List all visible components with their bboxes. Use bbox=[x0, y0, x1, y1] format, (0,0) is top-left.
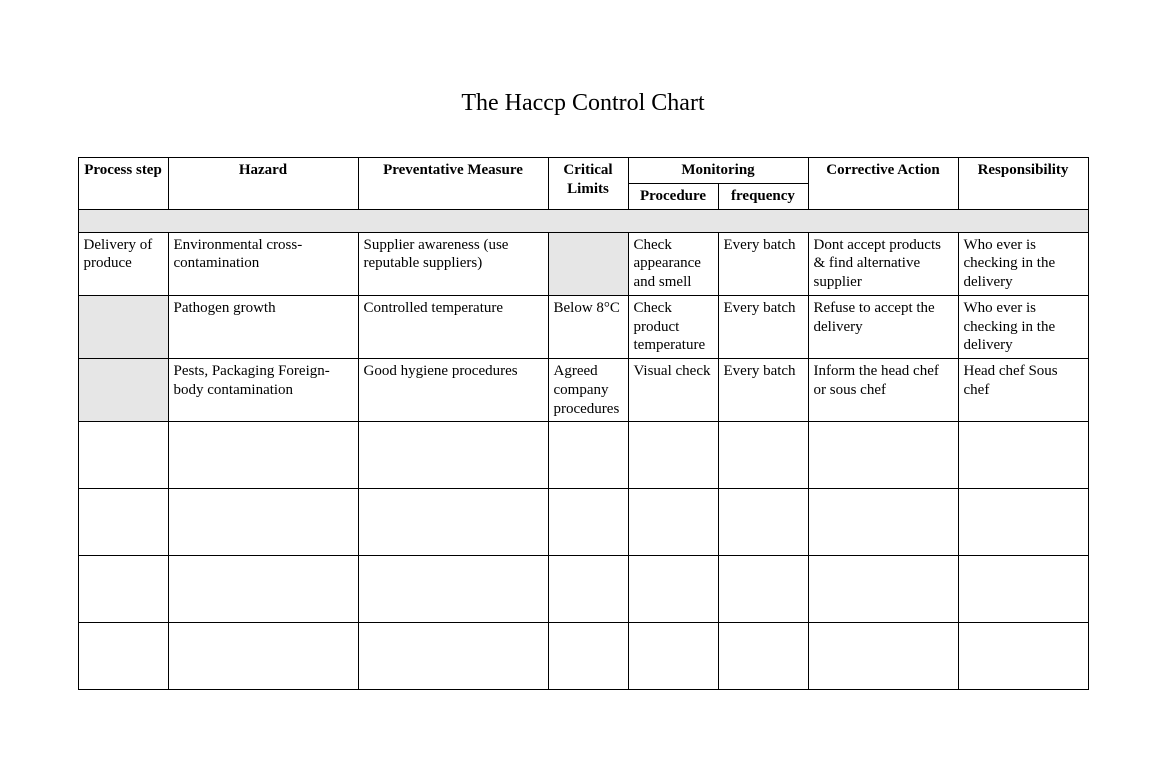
cell-responsibility: Head chef Sous chef bbox=[958, 359, 1088, 422]
table-row-empty bbox=[78, 489, 1088, 556]
cell-empty bbox=[358, 422, 548, 489]
col-procedure: Procedure bbox=[628, 183, 718, 209]
cell-corrective: Dont accept products & find alternative … bbox=[808, 232, 958, 295]
table-row: Pathogen growthControlled temperatureBel… bbox=[78, 295, 1088, 358]
cell-corrective: Inform the head chef or sous chef bbox=[808, 359, 958, 422]
cell-preventative: Supplier awareness (use reputable suppli… bbox=[358, 232, 548, 295]
cell-critical: Below 8°C bbox=[548, 295, 628, 358]
table-row-empty bbox=[78, 556, 1088, 623]
col-preventative: Preventative Measure bbox=[358, 158, 548, 210]
cell-empty bbox=[628, 489, 718, 556]
cell-responsibility: Who ever is checking in the delivery bbox=[958, 295, 1088, 358]
cell-process_step bbox=[78, 359, 168, 422]
cell-corrective: Refuse to accept the delivery bbox=[808, 295, 958, 358]
cell-procedure: Check appearance and smell bbox=[628, 232, 718, 295]
cell-empty bbox=[168, 489, 358, 556]
cell-preventative: Controlled temperature bbox=[358, 295, 548, 358]
cell-critical bbox=[548, 232, 628, 295]
cell-empty bbox=[548, 556, 628, 623]
cell-empty bbox=[808, 556, 958, 623]
cell-empty bbox=[718, 623, 808, 690]
cell-empty bbox=[808, 422, 958, 489]
haccp-table: Process step Hazard Preventative Measure… bbox=[78, 157, 1089, 690]
cell-procedure: Check product temperature bbox=[628, 295, 718, 358]
table-row: Delivery of produceEnvironmental cross-c… bbox=[78, 232, 1088, 295]
cell-process_step: Delivery of produce bbox=[78, 232, 168, 295]
col-hazard: Hazard bbox=[168, 158, 358, 210]
cell-empty bbox=[358, 623, 548, 690]
cell-empty bbox=[78, 556, 168, 623]
cell-hazard: Pests, Packaging Foreign-body contaminat… bbox=[168, 359, 358, 422]
cell-empty bbox=[358, 556, 548, 623]
cell-hazard: Environmental cross-contamination bbox=[168, 232, 358, 295]
cell-empty bbox=[168, 623, 358, 690]
cell-empty bbox=[958, 489, 1088, 556]
cell-empty bbox=[548, 422, 628, 489]
cell-frequency: Every batch bbox=[718, 359, 808, 422]
col-critical: Critical Limits bbox=[548, 158, 628, 210]
cell-empty bbox=[628, 422, 718, 489]
table-row: Pests, Packaging Foreign-body contaminat… bbox=[78, 359, 1088, 422]
cell-empty bbox=[808, 489, 958, 556]
cell-critical: Agreed company procedures bbox=[548, 359, 628, 422]
cell-frequency: Every batch bbox=[718, 295, 808, 358]
cell-empty bbox=[548, 489, 628, 556]
cell-empty bbox=[78, 422, 168, 489]
cell-empty bbox=[808, 623, 958, 690]
spacer-row bbox=[78, 209, 1088, 232]
cell-empty bbox=[358, 489, 548, 556]
cell-empty bbox=[78, 489, 168, 556]
cell-empty bbox=[548, 623, 628, 690]
cell-procedure: Visual check bbox=[628, 359, 718, 422]
col-responsibility: Responsibility bbox=[958, 158, 1088, 210]
table-header: Process step Hazard Preventative Measure… bbox=[78, 158, 1088, 210]
cell-preventative: Good hygiene procedures bbox=[358, 359, 548, 422]
cell-hazard: Pathogen growth bbox=[168, 295, 358, 358]
cell-frequency: Every batch bbox=[718, 232, 808, 295]
page: The Haccp Control Chart Process step Haz… bbox=[0, 0, 1166, 778]
cell-responsibility: Who ever is checking in the delivery bbox=[958, 232, 1088, 295]
cell-empty bbox=[168, 422, 358, 489]
table-row-empty bbox=[78, 623, 1088, 690]
table-body: Delivery of produceEnvironmental cross-c… bbox=[78, 209, 1088, 690]
cell-empty bbox=[958, 556, 1088, 623]
cell-empty bbox=[168, 556, 358, 623]
cell-empty bbox=[78, 623, 168, 690]
cell-empty bbox=[628, 623, 718, 690]
cell-empty bbox=[958, 422, 1088, 489]
page-title: The Haccp Control Chart bbox=[0, 90, 1166, 117]
col-monitoring: Monitoring bbox=[628, 158, 808, 184]
col-process-step: Process step bbox=[78, 158, 168, 210]
col-corrective: Corrective Action bbox=[808, 158, 958, 210]
cell-empty bbox=[718, 422, 808, 489]
cell-empty bbox=[718, 489, 808, 556]
cell-empty bbox=[718, 556, 808, 623]
table-row-empty bbox=[78, 422, 1088, 489]
col-frequency: frequency bbox=[718, 183, 808, 209]
cell-process_step bbox=[78, 295, 168, 358]
cell-empty bbox=[958, 623, 1088, 690]
cell-empty bbox=[628, 556, 718, 623]
